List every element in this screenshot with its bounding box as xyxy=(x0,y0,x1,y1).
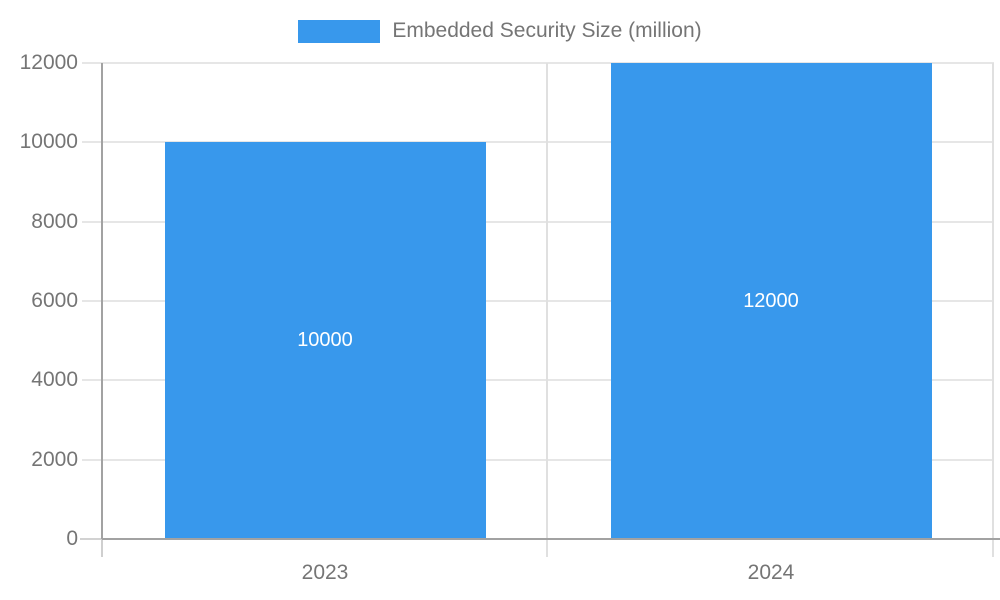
y-axis-tick-label: 4000 xyxy=(31,368,78,392)
y-axis-tick-label: 12000 xyxy=(19,51,78,74)
y-axis-tick-label: 2000 xyxy=(31,447,78,471)
y-axis-below-tick xyxy=(101,539,103,557)
y-gridline xyxy=(82,379,994,382)
bar-2023[interactable]: 10000 xyxy=(164,142,486,539)
y-axis-zero-tick xyxy=(80,538,102,540)
category-boundary-line xyxy=(546,63,548,557)
legend-label: Embedded Security Size (million) xyxy=(392,19,702,42)
legend[interactable]: Embedded Security Size (million) xyxy=(0,19,1000,43)
y-gridline xyxy=(82,220,994,223)
x-axis-line xyxy=(102,538,1000,540)
y-axis-tick-label: 0 xyxy=(66,527,78,550)
y-axis-tick-label: 8000 xyxy=(31,209,78,233)
y-axis-tick-label: 10000 xyxy=(19,130,78,154)
bar-value-label: 10000 xyxy=(297,329,353,352)
legend-swatch xyxy=(298,19,381,43)
y-axis-tick-label: 6000 xyxy=(31,289,78,312)
x-axis-tick-label: 2023 xyxy=(301,561,349,584)
category-boundary-line xyxy=(992,63,994,557)
y-gridline xyxy=(82,458,994,461)
y-axis-line xyxy=(101,63,103,539)
x-axis-tick-label: 2024 xyxy=(747,561,795,584)
y-gridline xyxy=(82,300,994,302)
bar-2024[interactable]: 12000 xyxy=(610,63,932,539)
bar-value-label: 12000 xyxy=(743,289,799,312)
y-gridline xyxy=(82,62,994,64)
y-gridline xyxy=(82,141,994,144)
